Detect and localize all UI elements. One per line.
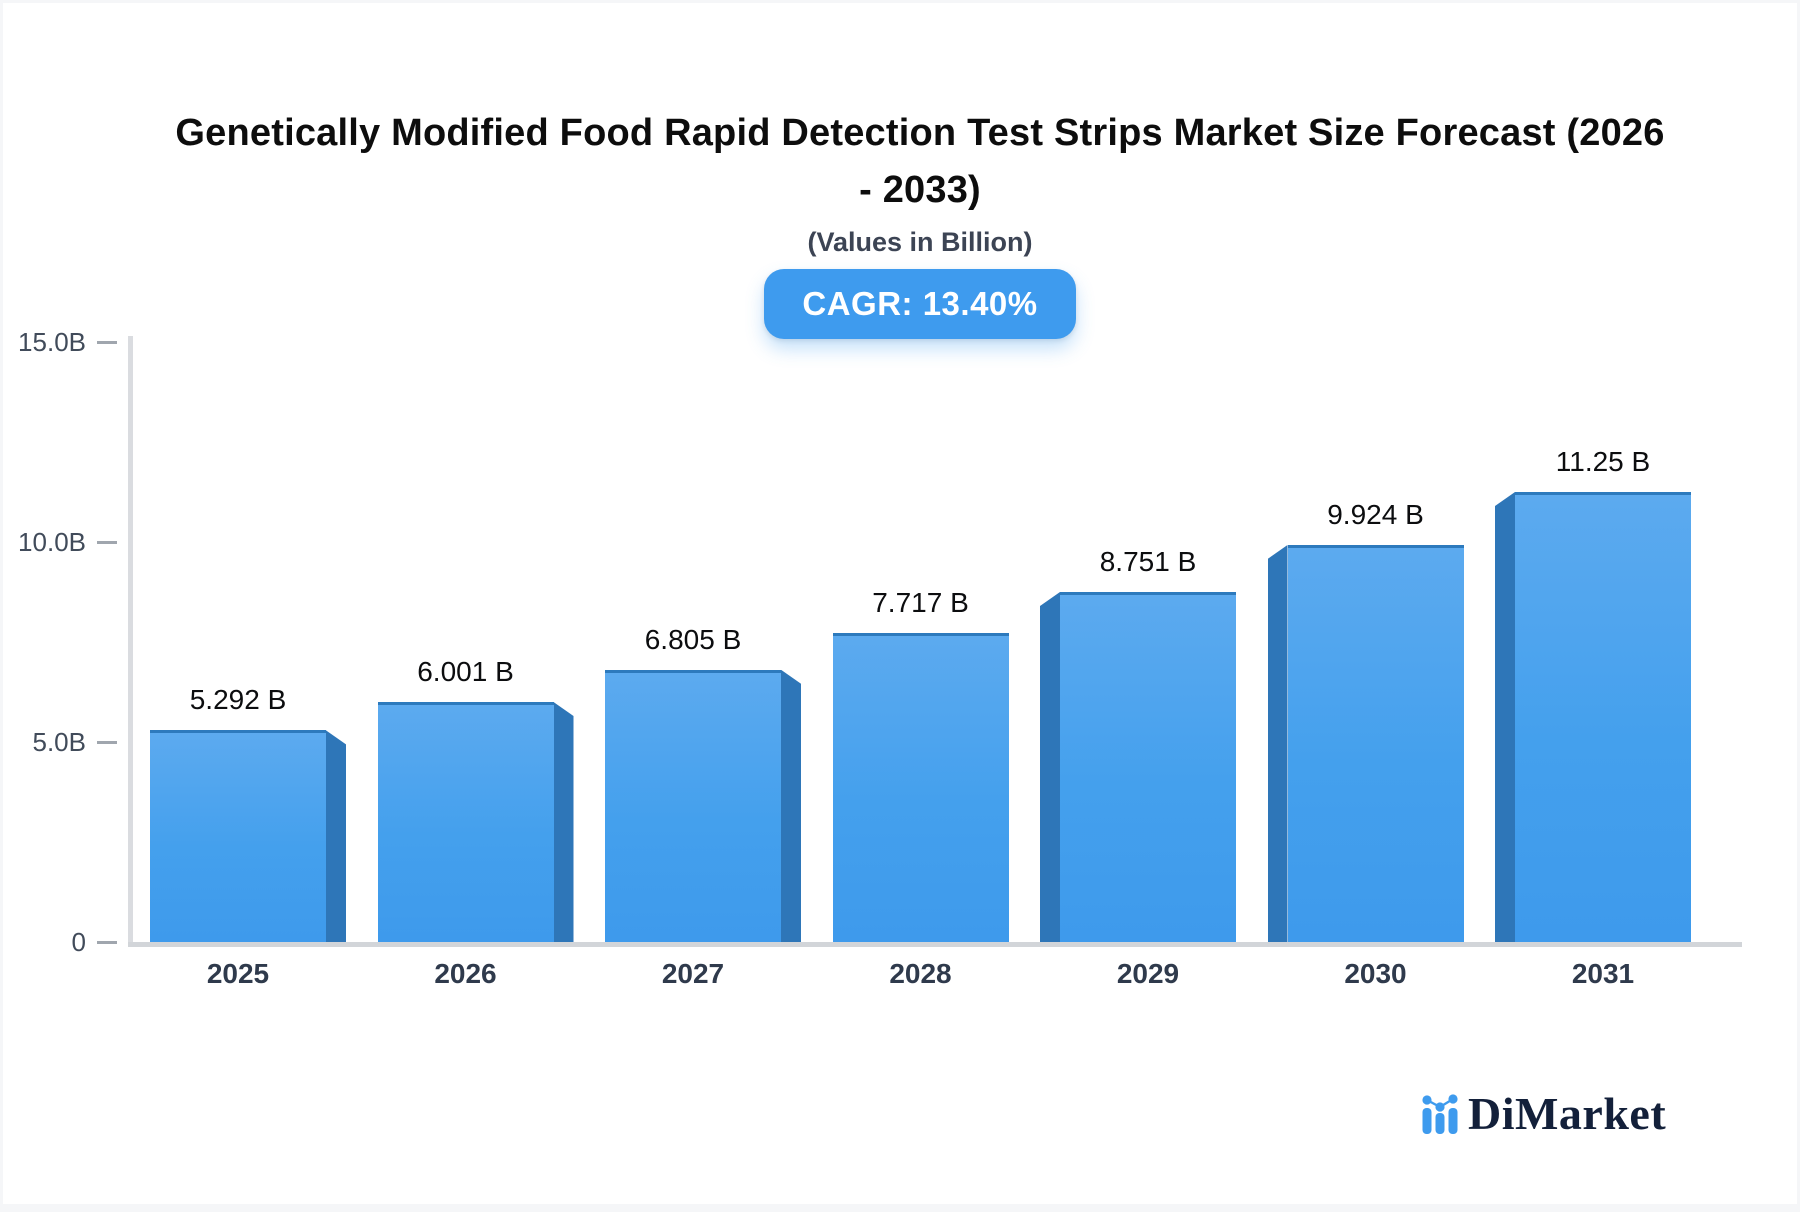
bar-2025 xyxy=(150,730,326,942)
dimarket-logo: DiMarket xyxy=(1420,1080,1666,1146)
page-title-line2: - 2033) xyxy=(859,169,981,211)
bar-value-label: 11.25 B xyxy=(1555,446,1651,477)
x-axis-label: 2026 xyxy=(434,958,497,989)
x-axis-label: 2029 xyxy=(1116,958,1180,989)
x-axis-label: 2030 xyxy=(1344,958,1407,989)
y-axis-tick-mark xyxy=(97,541,117,544)
x-axis-label: 2031 xyxy=(1571,958,1635,989)
bar-value-label: 6.001 B xyxy=(417,655,514,687)
bar-2029 xyxy=(1060,591,1236,942)
x-axis-label: 2027 xyxy=(661,958,725,989)
y-axis-tick-label: 10.0B xyxy=(18,527,86,557)
dimarket-logo-text: DiMarket xyxy=(1468,1087,1667,1139)
y-axis-tick-mark xyxy=(97,941,117,944)
bar-value-label: 6.805 B xyxy=(644,623,742,655)
y-axis-tick-mark xyxy=(97,341,117,344)
page-title-line1: Genetically Modified Food Rapid Detectio… xyxy=(175,112,1665,154)
x-axis-baseline xyxy=(128,942,1742,947)
bar-value-label: 8.751 B xyxy=(1099,545,1197,577)
bar-side-bevel xyxy=(1267,545,1288,942)
bar-2027 xyxy=(605,669,781,942)
chart-header: Genetically Modified Food Rapid Detectio… xyxy=(40,0,1800,339)
y-axis-tick-mark xyxy=(97,741,117,744)
y-axis-tick-label: 0 xyxy=(71,927,86,957)
bar-value-label: 9.924 B xyxy=(1327,499,1424,531)
bar-side-bevel xyxy=(326,730,346,942)
chart-subtitle: (Values in Billion) xyxy=(807,227,1033,257)
cagr-badge: CAGR: 13.40% xyxy=(764,269,1076,339)
bar-value-label: 5.292 B xyxy=(189,684,287,716)
page-title: Genetically Modified Food Rapid Detectio… xyxy=(40,105,1800,219)
bar-side-bevel xyxy=(781,669,801,942)
y-axis-tick-label: 5.0B xyxy=(32,727,87,757)
y-axis-tick-label: 15.0B xyxy=(18,327,86,357)
bar-2026 xyxy=(377,701,554,942)
chart-card: Genetically Modified Food Rapid Detectio… xyxy=(3,3,1797,1204)
y-axis-line xyxy=(128,336,133,946)
bar-value-label: 7.717 B xyxy=(872,587,969,619)
bar-side-bevel xyxy=(1495,492,1515,942)
x-axis-label: 2028 xyxy=(889,958,952,989)
bar-side-bevel xyxy=(1040,591,1060,942)
bar-2028 xyxy=(832,633,1009,942)
bar-2031 xyxy=(1515,492,1691,942)
dimarket-logo-icon xyxy=(1422,1094,1458,1134)
bar-2030 xyxy=(1287,545,1464,942)
x-axis-label: 2025 xyxy=(206,958,270,989)
bar-side-bevel xyxy=(553,701,574,942)
